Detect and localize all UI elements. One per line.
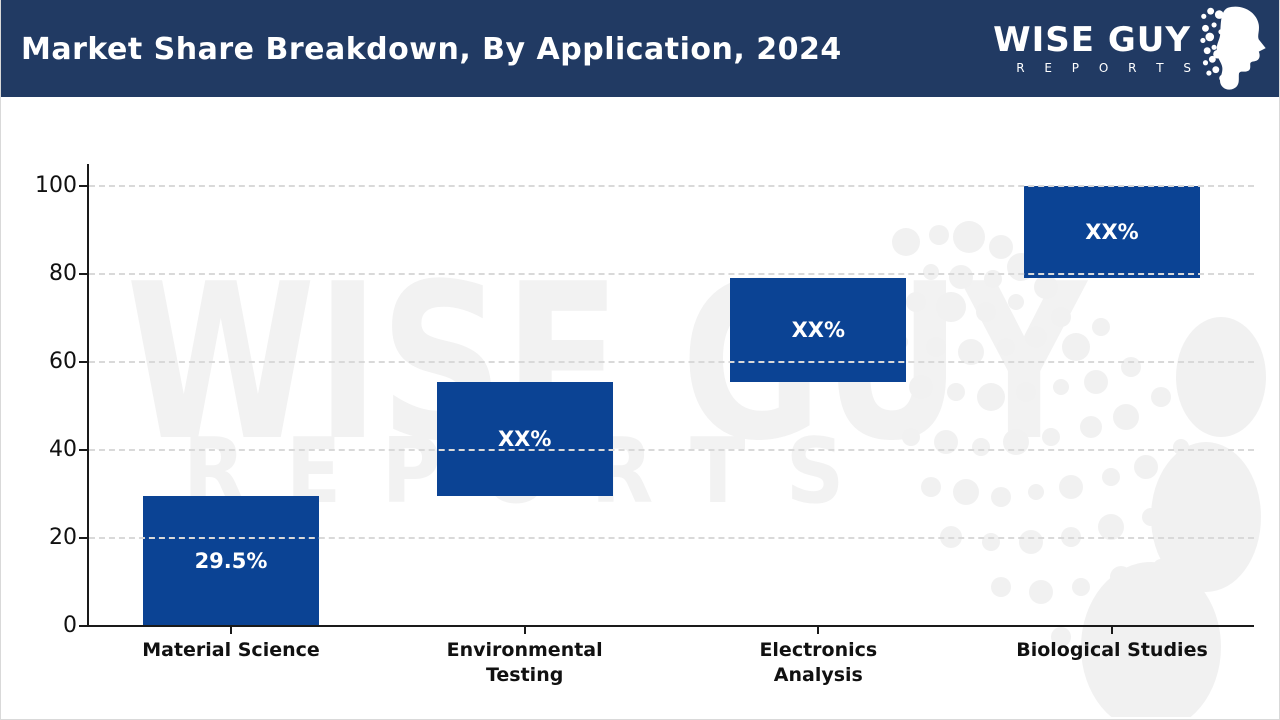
logo-subtitle: R E P O R T S — [1016, 60, 1199, 75]
x-tick-mark — [523, 626, 526, 634]
waterfall-bar: XX% — [1024, 186, 1200, 279]
x-axis-line — [88, 625, 1254, 627]
header-bar: Market Share Breakdown, By Application, … — [1, 0, 1279, 97]
gridline — [89, 449, 1254, 451]
bar-value-label: XX% — [1085, 220, 1139, 245]
y-tick-mark — [79, 273, 88, 275]
waterfall-bar: XX% — [436, 381, 613, 497]
x-category-label: Material Science — [142, 639, 320, 661]
gridline — [89, 361, 1254, 363]
y-tick-mark — [79, 537, 88, 539]
x-category-label: Biological Studies — [1016, 639, 1208, 661]
logo-wordmark: WISE GUY — [993, 19, 1191, 60]
watermark-head-dots-icon — [892, 221, 1266, 717]
x-tick-mark — [817, 626, 820, 634]
x-tick-mark — [1111, 626, 1113, 634]
y-tick-label: 80 — [49, 261, 77, 286]
y-tick-label: 20 — [49, 525, 77, 550]
wiseguy-head-icon — [1200, 6, 1266, 90]
x-tick-mark — [230, 626, 232, 634]
waterfall-bar: XX% — [730, 278, 907, 382]
y-tick-label: 100 — [35, 173, 77, 198]
wiseguy-logo: WISE GUY R E P O R T S — [993, 0, 1271, 97]
y-tick-label: 40 — [49, 437, 77, 462]
y-tick-mark — [79, 361, 88, 363]
y-tick-label: 0 — [63, 613, 77, 638]
page-title: Market Share Breakdown, By Application, … — [21, 32, 842, 67]
waterfall-bar: 29.5% — [143, 496, 319, 626]
x-category-label: Electronics Analysis — [759, 639, 878, 686]
y-tick-mark — [79, 449, 88, 451]
y-axis-line — [87, 164, 89, 627]
gridline — [89, 273, 1254, 275]
x-category-label: Environmental Testing — [446, 639, 603, 686]
bar-value-label: 29.5% — [194, 549, 268, 574]
y-tick-mark — [79, 625, 88, 627]
gridline — [89, 185, 1254, 187]
logo-text: WISE GUY R E P O R T S — [993, 23, 1191, 75]
y-tick-mark — [79, 185, 88, 187]
y-tick-label: 60 — [49, 349, 77, 374]
bar-value-label: XX% — [791, 318, 846, 343]
gridline — [89, 537, 1254, 539]
bar-value-label: XX% — [497, 426, 552, 451]
